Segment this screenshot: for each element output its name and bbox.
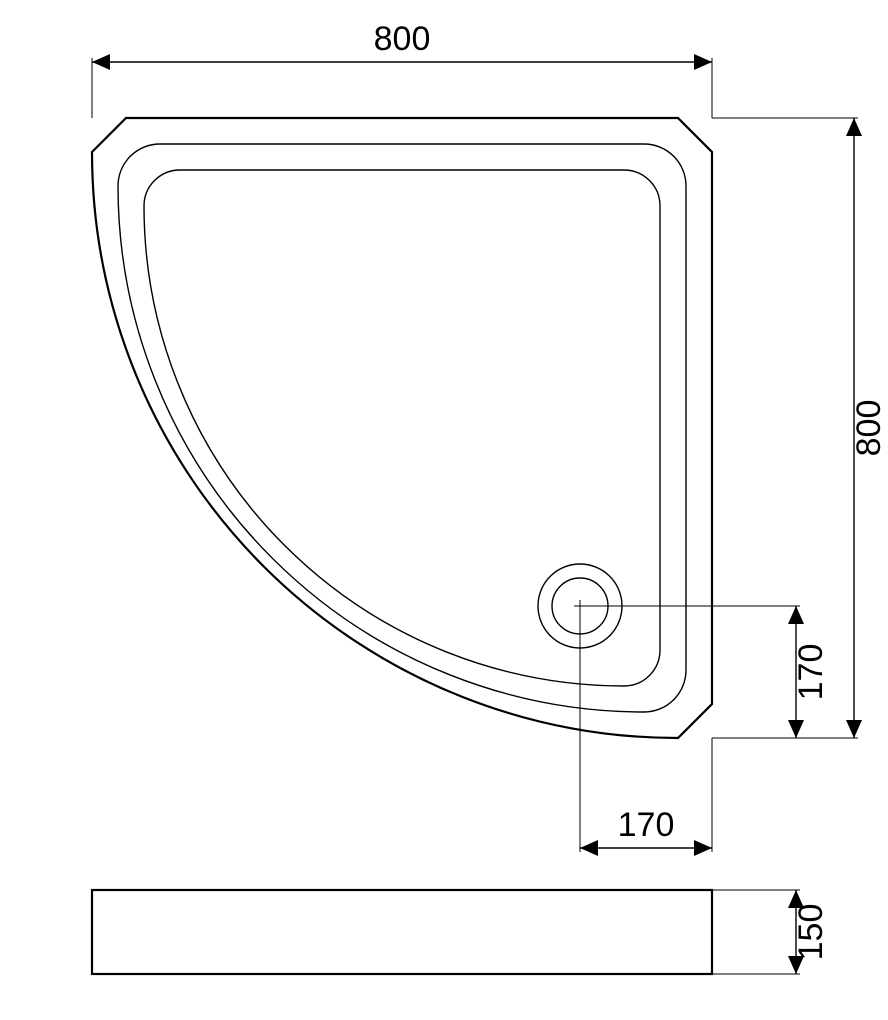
tray-inner-outline-2 <box>144 170 660 686</box>
dimension-label: 170 <box>618 806 675 844</box>
dimension-label: 800 <box>374 20 431 58</box>
side-view <box>92 890 712 974</box>
tray-outer-outline <box>92 118 712 738</box>
tray-inner-outline-1 <box>118 144 686 712</box>
dimension-label: 150 <box>792 904 830 961</box>
dimensions: 800 800 170 170 150 <box>92 20 888 974</box>
dimension-label: 170 <box>792 644 830 701</box>
side-profile-rect <box>92 890 712 974</box>
plan-view <box>92 118 712 738</box>
technical-drawing: 800 800 170 170 150 <box>0 0 888 1020</box>
dimension-label: 800 <box>850 400 888 457</box>
